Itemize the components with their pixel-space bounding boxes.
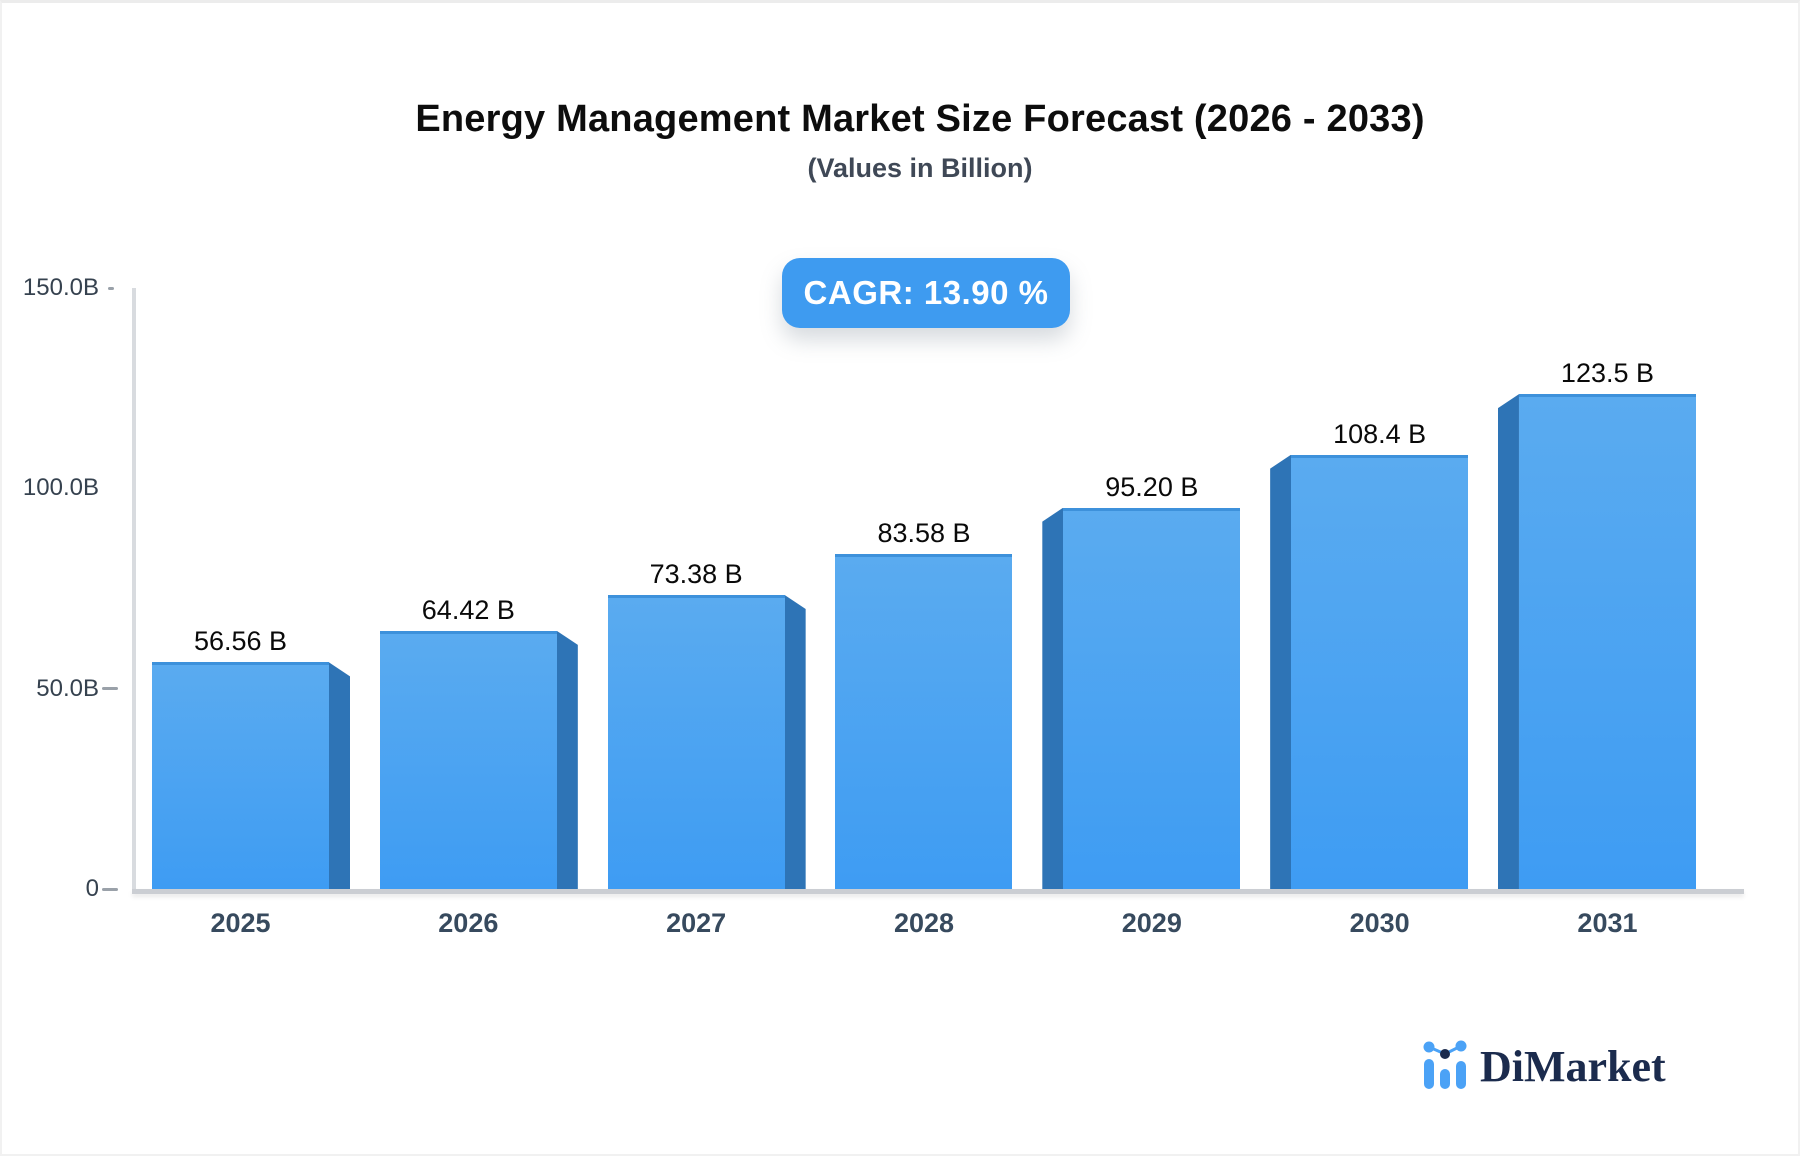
bar-2027 xyxy=(607,594,785,889)
bar-3d-side xyxy=(329,662,350,889)
y-axis-line xyxy=(132,288,136,889)
bar-2026 xyxy=(379,630,557,889)
cagr-badge: CAGR: 13.90 % xyxy=(782,258,1070,328)
y-tick-mark xyxy=(102,887,118,891)
bar-3d-side xyxy=(1497,394,1519,889)
x-axis-baseline xyxy=(132,889,1744,894)
brand-logo: DiMarket xyxy=(1422,1039,1666,1093)
bar-value-label: 64.42 B xyxy=(421,594,515,625)
bar-3d-side xyxy=(556,630,578,889)
bar-chart-logo-icon xyxy=(1423,1040,1467,1089)
bar-value-label: 123.5 B xyxy=(1560,358,1654,389)
bar-2029 xyxy=(1063,507,1241,889)
bar-value-label: 73.38 B xyxy=(649,558,743,589)
bar-value-label: 56.56 B xyxy=(193,626,288,657)
x-axis-label: 2030 xyxy=(1349,908,1410,938)
x-axis-label: 2026 xyxy=(438,908,499,938)
bar-3d-side xyxy=(1042,507,1064,889)
x-axis-label: 2031 xyxy=(1577,908,1638,938)
bar-2030 xyxy=(1291,454,1469,889)
y-tick-mark xyxy=(102,687,118,691)
bar-value-label: 108.4 B xyxy=(1333,418,1427,449)
y-tick-label: 50.0B xyxy=(36,674,99,702)
brand-name: DiMarket xyxy=(1480,1042,1666,1091)
x-axis-label: 2029 xyxy=(1121,908,1182,938)
cagr-badge-label: CAGR: 13.90 % xyxy=(803,274,1049,311)
bar-3d-side xyxy=(784,594,806,889)
y-tick-mark xyxy=(108,286,114,290)
bar-value-label: 83.58 B xyxy=(877,518,971,549)
bar-2025 xyxy=(152,662,329,889)
chart-subtitle: (Values in Billion) xyxy=(807,153,1033,183)
x-axis-label: 2028 xyxy=(893,908,955,938)
bar-2031 xyxy=(1518,394,1696,889)
chart-title: Energy Management Market Size Forecast (… xyxy=(415,98,1425,140)
bar-2028 xyxy=(835,554,1013,889)
x-axis-label: 2027 xyxy=(666,908,727,938)
y-tick-label: 150.0B xyxy=(22,274,99,301)
x-axis-label: 2025 xyxy=(210,908,271,938)
bar-value-label: 95.20 B xyxy=(1105,471,1199,502)
y-tick-label: 0 xyxy=(85,875,99,902)
y-tick-label: 100.0B xyxy=(22,474,99,502)
bar-3d-side xyxy=(1270,454,1292,889)
